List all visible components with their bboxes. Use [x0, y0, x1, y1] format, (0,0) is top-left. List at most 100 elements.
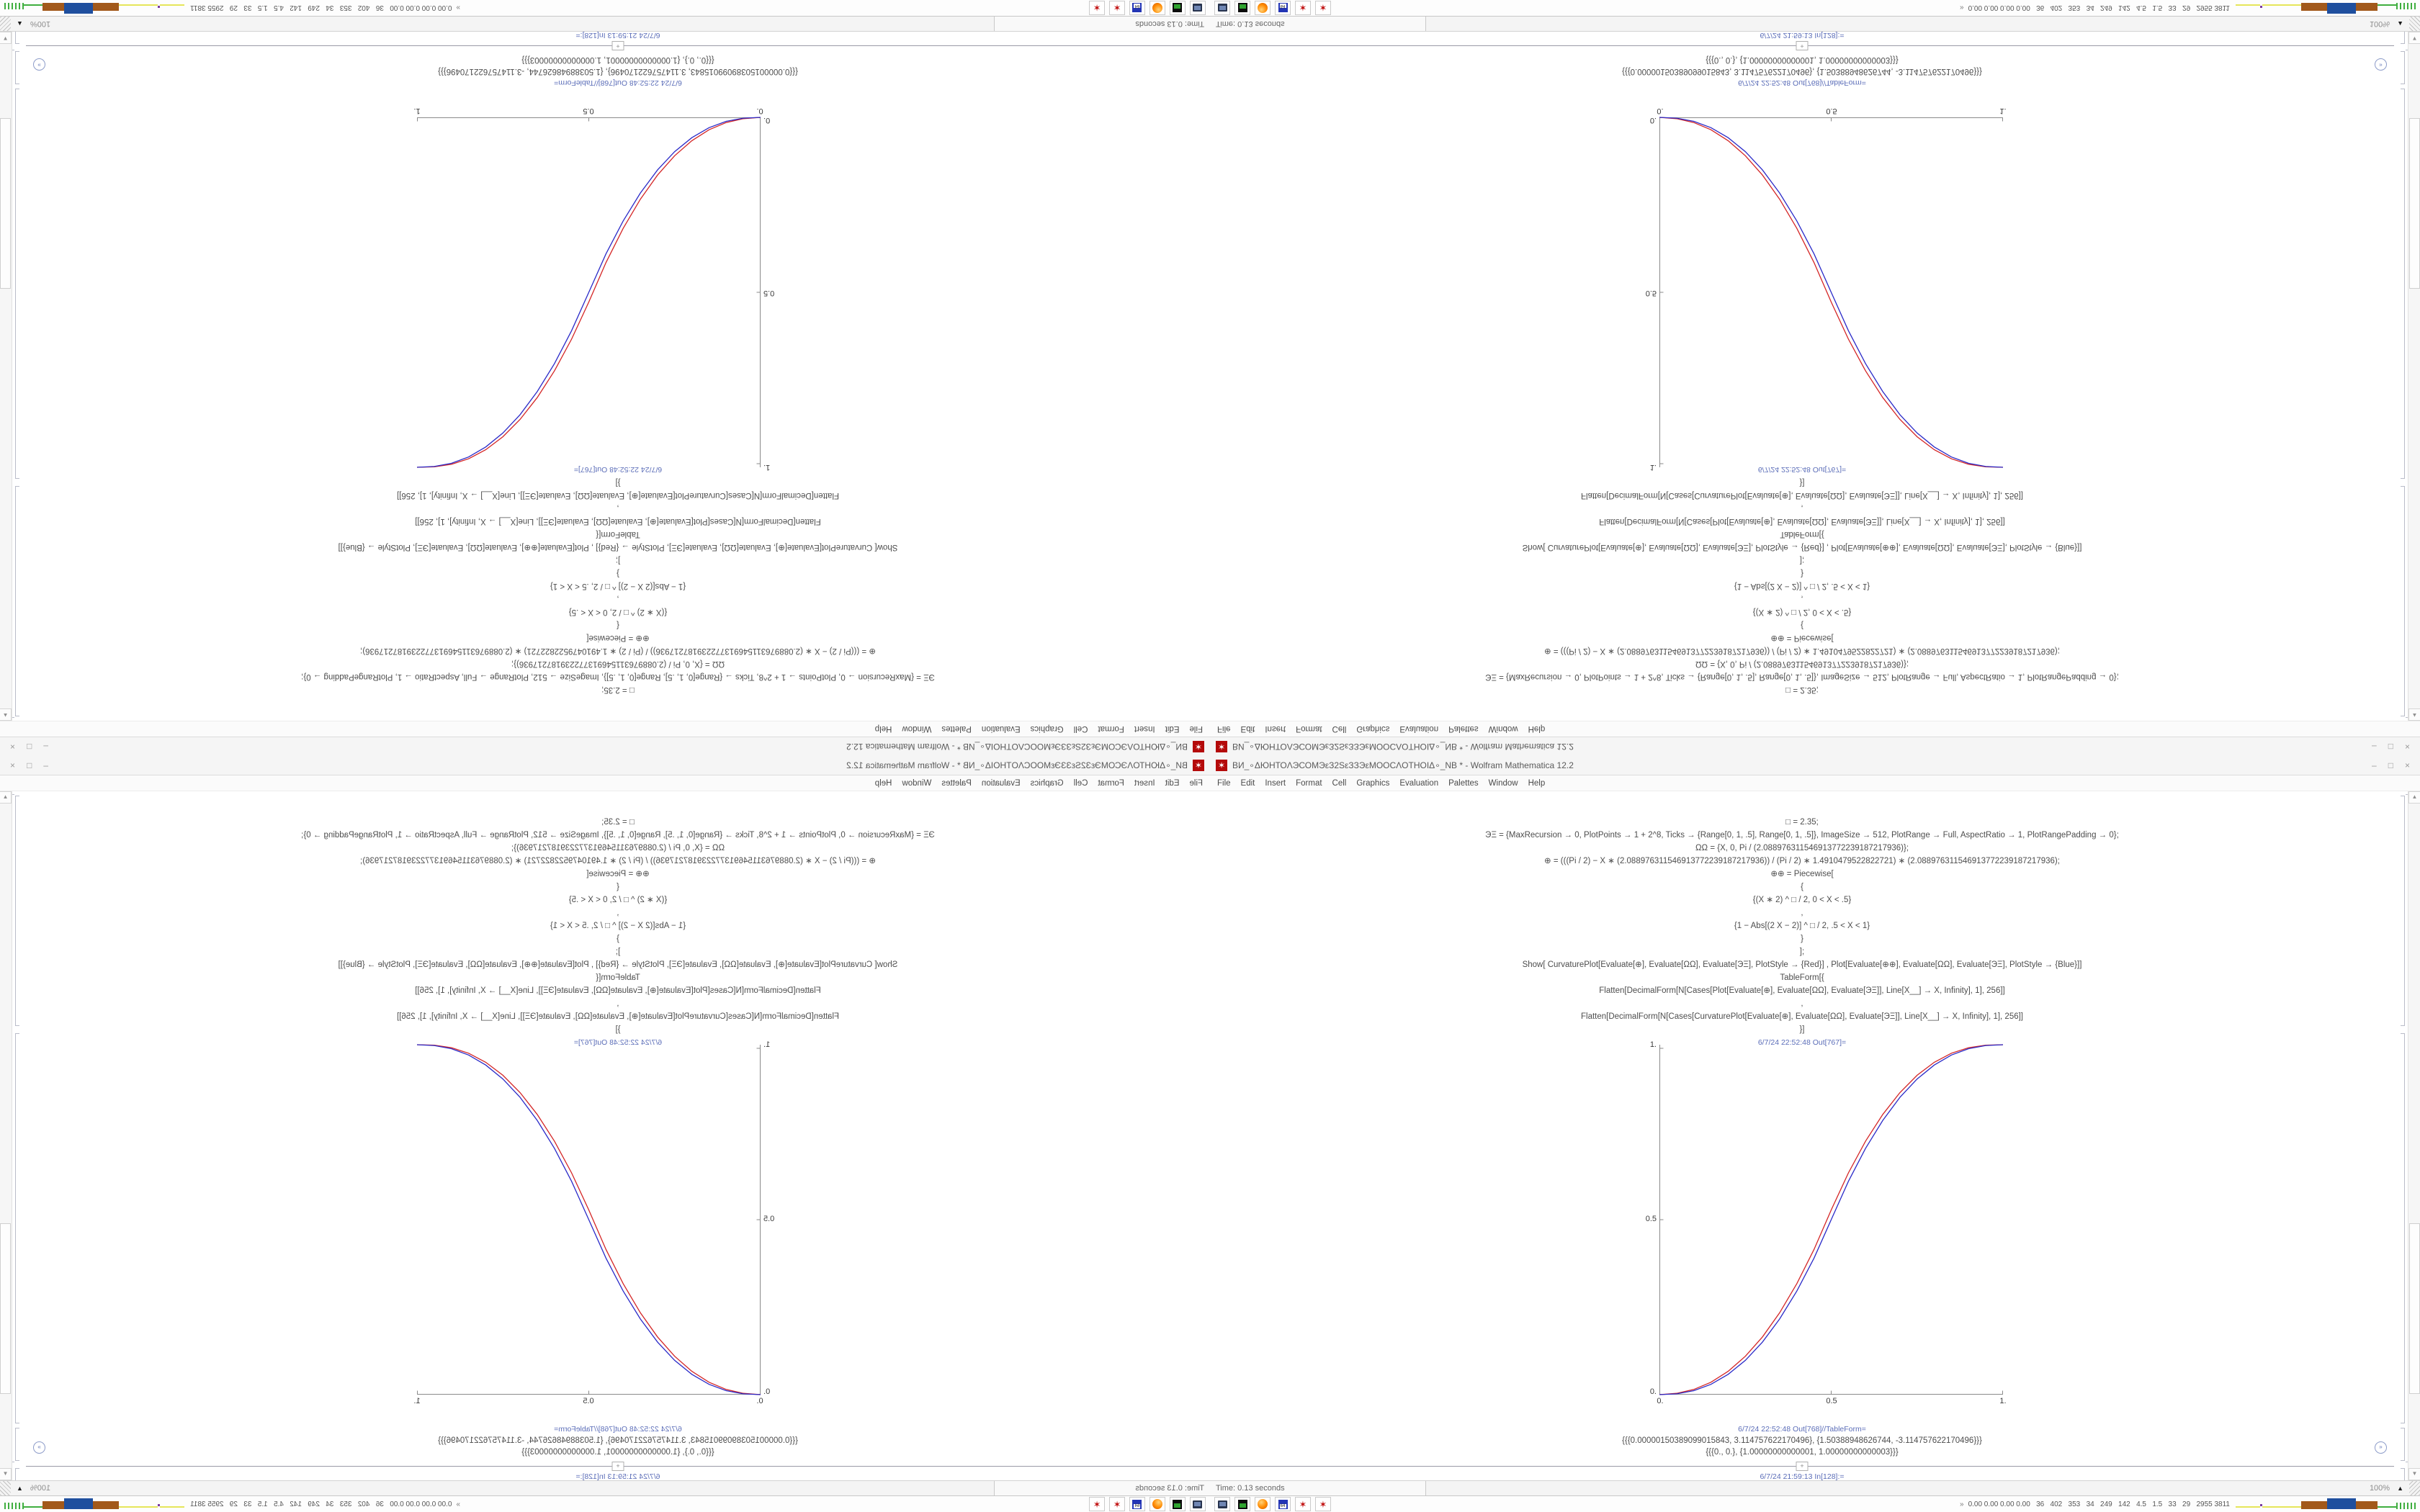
taskbar-mathematica-button-2[interactable]: ✶: [1089, 1497, 1105, 1511]
table-output-cell-bracket[interactable]: [2401, 51, 2405, 84]
menu-format[interactable]: Format: [1296, 724, 1322, 734]
scrollbar-thumb[interactable]: [0, 1223, 11, 1394]
menu-file[interactable]: File: [1217, 724, 1231, 734]
scroll-up-icon[interactable]: ▲: [2408, 791, 2420, 804]
menu-insert[interactable]: Insert: [1134, 778, 1155, 788]
menu-evaluation[interactable]: Evaluation: [981, 778, 1021, 788]
taskbar-system-monitor-button[interactable]: [1190, 1497, 1206, 1511]
taskbar-mathematica-button-1[interactable]: ✶: [1109, 1, 1125, 15]
resize-grip[interactable]: [2409, 1481, 2420, 1495]
menu-insert[interactable]: Insert: [1134, 724, 1155, 734]
close-button[interactable]: ×: [2404, 742, 2410, 752]
insert-cell-plus-icon[interactable]: +: [611, 41, 624, 50]
taskbar-floppy-button[interactable]: 64: [1129, 1497, 1145, 1511]
taskbar-mathematica-button-1[interactable]: ✶: [1295, 1497, 1311, 1511]
tray-expand-icon[interactable]: »: [1960, 1500, 1964, 1508]
taskbar-firefox-button[interactable]: [1150, 1, 1165, 15]
menu-help[interactable]: Help: [874, 724, 892, 734]
cell-insertion-bar[interactable]: +: [1210, 41, 2394, 50]
cell-insertion-bar[interactable]: +: [26, 1462, 1210, 1471]
menu-insert[interactable]: Insert: [1265, 724, 1286, 734]
scroll-down-icon[interactable]: ▼: [2408, 32, 2420, 44]
insert-cell-plus-icon[interactable]: +: [611, 1462, 624, 1471]
menu-graphics[interactable]: Graphics: [1356, 724, 1390, 734]
magnification-value[interactable]: 100%: [2369, 19, 2390, 28]
vertical-scrollbar[interactable]: ▲ ▼: [2408, 791, 2420, 1480]
cell-insertion-bar[interactable]: +: [26, 41, 1210, 50]
magnification-dropdown-icon[interactable]: ▲: [17, 1485, 23, 1492]
menu-graphics[interactable]: Graphics: [1030, 724, 1064, 734]
maximize-button[interactable]: □: [2388, 742, 2393, 752]
close-button[interactable]: ×: [10, 742, 16, 752]
taskbar-mathematica-button-2[interactable]: ✶: [1089, 1, 1105, 15]
show-more-output-icon[interactable]: »: [33, 1441, 45, 1454]
menu-evaluation[interactable]: Evaluation: [1399, 778, 1439, 788]
taskbar-terminal-button[interactable]: [1170, 1497, 1186, 1511]
menu-cell[interactable]: Cell: [1332, 724, 1347, 734]
menu-cell[interactable]: Cell: [1073, 778, 1088, 788]
menu-cell[interactable]: Cell: [1073, 724, 1088, 734]
plot-output-cell-bracket[interactable]: [2401, 1033, 2405, 1423]
minimize-button[interactable]: –: [43, 742, 48, 752]
close-button[interactable]: ×: [10, 760, 16, 770]
taskbar-firefox-button[interactable]: [1150, 1497, 1165, 1511]
taskbar-floppy-button[interactable]: 64: [1275, 1497, 1291, 1511]
input-cell-bracket[interactable]: [2401, 486, 2405, 716]
vertical-scrollbar[interactable]: ▲ ▼: [2408, 32, 2420, 721]
scrollbar-thumb[interactable]: [0, 118, 11, 289]
next-input-cell-bracket[interactable]: [15, 32, 19, 44]
menu-format[interactable]: Format: [1098, 778, 1124, 788]
next-input-cell-bracket[interactable]: [15, 1468, 19, 1480]
tray-expand-icon[interactable]: »: [456, 1500, 460, 1508]
magnification-value[interactable]: 100%: [30, 19, 51, 28]
table-output-cell-bracket[interactable]: [15, 51, 19, 84]
insert-cell-plus-icon[interactable]: +: [1796, 41, 1809, 50]
vertical-scrollbar[interactable]: ▲ ▼: [0, 791, 12, 1480]
input-cell[interactable]: □ = 2.35; ЭΞ = {MaxRecursion → 0, PlotPo…: [26, 791, 1210, 1048]
plot-output-cell-bracket[interactable]: [15, 89, 19, 479]
maximize-button[interactable]: □: [2388, 760, 2393, 770]
menu-insert[interactable]: Insert: [1265, 778, 1286, 788]
resize-grip[interactable]: [2409, 17, 2420, 31]
menu-edit[interactable]: Edit: [1165, 778, 1180, 788]
taskbar-mathematica-button-1[interactable]: ✶: [1295, 1, 1311, 15]
menu-evaluation[interactable]: Evaluation: [1399, 724, 1439, 734]
scroll-up-icon[interactable]: ▲: [2408, 708, 2420, 721]
maximize-button[interactable]: □: [27, 742, 32, 752]
table-output-cell-bracket[interactable]: [15, 1428, 19, 1461]
table-output-cell-bracket[interactable]: [2401, 1428, 2405, 1461]
scroll-down-icon[interactable]: ▼: [0, 32, 12, 44]
next-input-cell-bracket[interactable]: [2401, 32, 2405, 44]
taskbar-system-monitor-button[interactable]: [1190, 1, 1206, 15]
plot-output-cell-bracket[interactable]: [2401, 89, 2405, 479]
magnification-value[interactable]: 100%: [30, 1484, 51, 1493]
resize-grip[interactable]: [0, 1481, 11, 1495]
maximize-button[interactable]: □: [27, 760, 32, 770]
taskbar-terminal-button[interactable]: [1170, 1, 1186, 15]
menu-edit[interactable]: Edit: [1240, 778, 1255, 788]
input-cell[interactable]: □ = 2.35; ЭΞ = {MaxRecursion → 0, PlotPo…: [1210, 791, 2394, 1048]
menu-file[interactable]: File: [1217, 778, 1231, 788]
magnification-dropdown-icon[interactable]: ▲: [2397, 1485, 2403, 1492]
menu-graphics[interactable]: Graphics: [1030, 778, 1064, 788]
show-more-output-icon[interactable]: »: [33, 58, 45, 71]
menu-format[interactable]: Format: [1296, 778, 1322, 788]
show-more-output-icon[interactable]: »: [2375, 1441, 2387, 1454]
menu-window[interactable]: Window: [1488, 778, 1518, 788]
taskbar-floppy-button[interactable]: 64: [1129, 1, 1145, 15]
menu-file[interactable]: File: [1189, 778, 1203, 788]
tray-expand-icon[interactable]: »: [1960, 4, 1964, 12]
taskbar-firefox-button[interactable]: [1255, 1497, 1270, 1511]
taskbar-system-monitor-button[interactable]: [1214, 1497, 1230, 1511]
plot-output-cell-bracket[interactable]: [15, 1033, 19, 1423]
magnification-value[interactable]: 100%: [2369, 1484, 2390, 1493]
taskbar-firefox-button[interactable]: [1255, 1, 1270, 15]
scrollbar-thumb[interactable]: [2409, 1223, 2420, 1394]
scrollbar-thumb[interactable]: [2409, 118, 2420, 289]
scroll-down-icon[interactable]: ▼: [0, 1468, 12, 1480]
minimize-button[interactable]: –: [2372, 760, 2377, 770]
menu-palettes[interactable]: Palettes: [941, 724, 972, 734]
magnification-dropdown-icon[interactable]: ▲: [17, 20, 23, 27]
taskbar-system-monitor-button[interactable]: [1214, 1, 1230, 15]
input-cell[interactable]: □ = 2.35; ЭΞ = {MaxRecursion → 0, PlotPo…: [26, 464, 1210, 721]
